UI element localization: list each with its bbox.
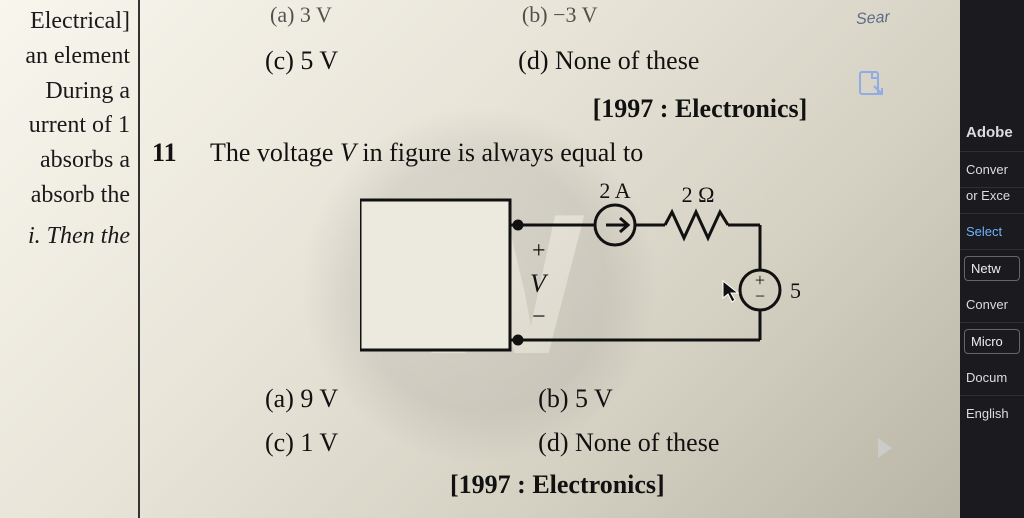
- select-label: Select: [966, 224, 1002, 239]
- option-a-cut: (a) 3 V: [270, 2, 332, 28]
- q-suffix: in figure is always equal to: [356, 138, 643, 167]
- convert-item[interactable]: Conver: [960, 152, 1024, 188]
- prev-question-top-options: (a) 3 V (b) −3 V: [150, 0, 950, 28]
- left-line: an element: [0, 39, 138, 74]
- micro-button[interactable]: Micro: [964, 329, 1020, 354]
- port-label: V: [530, 269, 549, 298]
- prev-question-options-cd: (c) 5 V (d) None of these: [150, 28, 950, 76]
- left-line: urrent of 1: [0, 108, 138, 143]
- convert2-label: Conver: [966, 297, 1008, 312]
- main-content: (a) 3 V (b) −3 V (c) 5 V (d) None of the…: [150, 0, 950, 500]
- question-text: The voltage V in figure is always equal …: [210, 138, 643, 168]
- vsrc-label: 5 V: [790, 278, 800, 303]
- question-number: 11: [150, 138, 210, 168]
- adobe-tools-sidebar: Adobe Conver or Exce Select Netw Conver …: [960, 0, 1024, 518]
- option-c: (c) 5 V: [265, 46, 338, 76]
- vsrc-minus: −: [755, 286, 765, 306]
- source-tag-1: [1997 : Electronics]: [150, 76, 950, 124]
- option-a: (a) 9 V: [265, 384, 338, 414]
- page-photo: W Sear Electrical] an element During a u…: [0, 0, 960, 518]
- select-link[interactable]: Select: [960, 214, 1024, 250]
- port-minus: −: [532, 304, 546, 330]
- convert-item-2[interactable]: Conver: [960, 287, 1024, 323]
- left-line: absorb the: [0, 178, 138, 213]
- english-label: English: [966, 406, 1009, 421]
- left-line: During a: [0, 74, 138, 109]
- document-item[interactable]: Docum: [960, 360, 1024, 396]
- option-c: (c) 1 V: [265, 428, 338, 458]
- micro-label: Micro: [971, 334, 1003, 349]
- left-line: absorbs a: [0, 143, 138, 178]
- resistor-label: 2 Ω: [682, 182, 715, 207]
- adobe-heading: Adobe: [960, 114, 1024, 152]
- current-label: 2 A: [599, 180, 630, 203]
- port-plus: +: [532, 238, 546, 264]
- play-icon[interactable]: [878, 438, 892, 458]
- language-item[interactable]: English: [960, 396, 1024, 431]
- netw-label: Netw: [971, 261, 1001, 276]
- option-d: (d) None of these: [538, 428, 719, 458]
- options-row-cd: (c) 1 V (d) None of these: [150, 414, 950, 458]
- circuit-figure: 2 A 2 Ω + − 5 V + V −: [360, 180, 800, 370]
- excel-subtext: or Exce: [960, 188, 1024, 214]
- options-row-ab: (a) 9 V (b) 5 V: [150, 370, 950, 414]
- excel-label: or Exce: [966, 188, 1010, 203]
- option-d: (d) None of these: [518, 46, 699, 76]
- source-tag-2: [1997 : Electronics]: [150, 458, 950, 500]
- question-row: 11 The voltage V in figure is always equ…: [150, 124, 950, 168]
- q-variable: V: [340, 138, 356, 167]
- docum-label: Docum: [966, 370, 1007, 385]
- q-prefix: The voltage: [210, 138, 340, 167]
- left-line: Electrical]: [0, 4, 138, 39]
- left-line: i. Then the: [0, 219, 138, 254]
- left-cut-column: Electrical] an element During a urrent o…: [0, 0, 140, 518]
- option-b: (b) 5 V: [538, 384, 613, 414]
- network-button[interactable]: Netw: [964, 256, 1020, 281]
- convert-label: Conver: [966, 162, 1008, 177]
- option-b-cut: (b) −3 V: [522, 2, 598, 28]
- adobe-label: Adobe: [966, 124, 1013, 141]
